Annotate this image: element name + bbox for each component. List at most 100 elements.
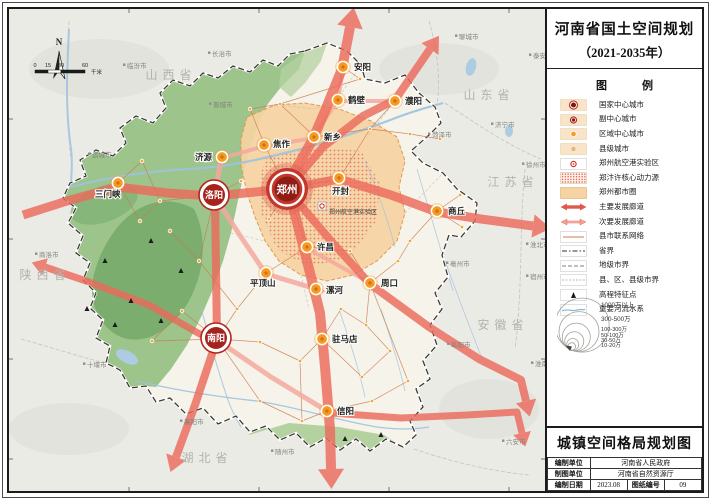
county-network-line: [409, 133, 441, 140]
elevation-point: [148, 238, 154, 243]
neighbor-city-label: 淮北市: [530, 240, 545, 249]
county-city-dot: [167, 228, 173, 234]
regional-center-core: [393, 99, 397, 103]
province-label: 安徽省: [477, 317, 528, 332]
neighbor-city-label: 泰安市: [533, 51, 545, 60]
scale-tick-label: 60: [82, 63, 88, 69]
development-corridor: [43, 263, 214, 345]
county-city-dot: [338, 306, 344, 312]
legend-item-core-engine: 郑汴许核心动力源: [547, 170, 702, 185]
corridor-arrowhead: [31, 258, 48, 276]
county-network-line: [139, 200, 161, 222]
legend-symbol: [560, 99, 587, 112]
metro-boundary: [240, 102, 406, 282]
county-city-dot: [363, 322, 369, 328]
neighbor-city-label: 徐州市: [526, 160, 545, 169]
prefecture-boundary: [366, 100, 396, 138]
legend-item-label: 区域中心城市: [599, 128, 644, 138]
elevation-point: [112, 322, 118, 327]
national-center-core: [274, 176, 300, 202]
county-city-dot: [299, 418, 305, 424]
scale-bar-segment: [60, 69, 86, 74]
danjiangkou-reservoir: [116, 349, 138, 365]
city-label: 濮阳: [405, 96, 422, 106]
national-center-ring: [269, 171, 305, 207]
neighbor-city-label: 十堰市: [87, 360, 107, 369]
legend-item-label: 国家中心城市: [599, 99, 644, 109]
corridor-arrowhead: [318, 468, 344, 489]
neighbor-city-label: 阜阳市: [451, 340, 471, 349]
county-city-dot: [157, 198, 163, 204]
legend-item-elevation-point: 高程特征点: [547, 287, 702, 302]
corridor-arrowhead: [531, 214, 545, 238]
legend-item-label: 省界: [599, 245, 614, 255]
county-network-line: [259, 400, 303, 422]
legend-item-label: 副中心城市: [599, 114, 637, 124]
county-network-line: [151, 310, 183, 342]
neighbor-city-dot: [271, 449, 274, 452]
neighbor-city-label: 长治市: [212, 49, 232, 58]
neighbor-city-dot: [531, 361, 534, 364]
neighbor-city-dot: [209, 102, 212, 105]
legend-item-county-network: 县市联系网络: [547, 228, 702, 243]
county-network-line: [409, 210, 438, 242]
development-corridor: [287, 46, 434, 188]
population-scale-label: 50-100万: [601, 332, 625, 339]
cell-value: 河南省人民政府: [589, 457, 703, 469]
neighbor-city-label: 亳州市: [450, 259, 470, 268]
county-network-line: [369, 282, 409, 382]
county-network-line: [236, 272, 267, 310]
scale-unit-label: 千米: [91, 68, 103, 76]
regional-center-core: [312, 135, 316, 139]
map-sheet-title: 城镇空间格局规划图: [557, 437, 692, 452]
county-network-line: [361, 350, 391, 378]
city-label: 三门峡: [95, 189, 121, 199]
cell-label: 制图单位: [547, 468, 591, 480]
county-city-dot: [369, 398, 375, 404]
province-label: 山东省: [463, 88, 514, 102]
scale-bar-segment: [47, 69, 62, 74]
relief-shade: [29, 39, 169, 99]
sub-center-core: [205, 327, 227, 349]
city-label: 漯河: [326, 285, 344, 295]
sub-center-icon: [560, 113, 587, 126]
city-label: 郑州: [277, 183, 298, 196]
corridor-arrowhead: [513, 430, 531, 447]
regional-center-icon: [560, 127, 587, 141]
population-scale-label: 100-300万: [601, 327, 628, 333]
relief-shade: [9, 403, 129, 455]
regional-center-core: [262, 143, 266, 147]
elevation-point: [342, 436, 348, 441]
population-arcs: [557, 297, 610, 353]
city-label: 周口: [381, 278, 398, 288]
county-network-line: [299, 360, 303, 422]
airport-zone-ring: [319, 203, 325, 209]
prefecture-boundary: [404, 172, 444, 214]
regional-center-core: [337, 176, 341, 180]
river: [364, 160, 396, 248]
legend-symbol: [560, 203, 587, 211]
cell-value: 河南省自然资源厅: [589, 468, 703, 480]
county-city-dot: [297, 358, 303, 364]
neighbor-city-dot: [491, 122, 494, 125]
county-network-line: [259, 341, 301, 362]
neighbor-city-dot: [208, 51, 211, 54]
neighbor-city-dot: [526, 274, 529, 277]
plan-title-years: （2021-2035年）: [578, 46, 671, 60]
city-label: 南阳: [207, 332, 225, 343]
neighbor-city-dot: [35, 252, 38, 255]
table-row: 制图单位 河南省自然资源厅: [547, 468, 703, 480]
table-row: 编制日期 2023.08 图纸编号 09: [547, 479, 703, 491]
prefecture-boundary: [300, 274, 310, 310]
county-city-dot: [367, 126, 373, 132]
scale-bar-segment: [34, 69, 49, 74]
river: [136, 380, 430, 430]
legend-item-county-city: 县级城市: [547, 141, 702, 156]
legend-item-label: 县市联系网络: [599, 231, 644, 241]
population-scale-label: 10-20万: [601, 342, 621, 349]
legend-symbol: [560, 172, 587, 185]
corridor-arrowhead: [166, 453, 186, 473]
metro-area-icon: [560, 186, 587, 199]
plan-title-block: 河南省国土空间规划 （2021-2035年）: [547, 9, 702, 69]
main-corridor-icon: [560, 200, 587, 212]
